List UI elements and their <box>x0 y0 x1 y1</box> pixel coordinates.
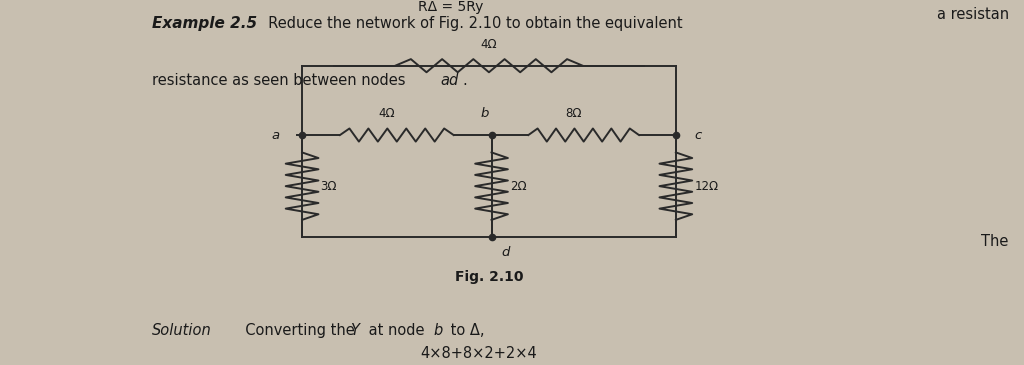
Text: resistance as seen between nodes: resistance as seen between nodes <box>152 73 410 88</box>
Text: b: b <box>480 107 488 120</box>
Text: 4×8+8×2+2×4: 4×8+8×2+2×4 <box>420 346 537 361</box>
Text: Reduce the network of Fig. 2.10 to obtain the equivalent: Reduce the network of Fig. 2.10 to obtai… <box>259 16 683 31</box>
Text: 4Ω: 4Ω <box>378 107 395 120</box>
Text: ad: ad <box>440 73 459 88</box>
Text: b: b <box>433 323 442 338</box>
Text: 3Ω: 3Ω <box>321 180 337 193</box>
Text: .: . <box>463 73 468 88</box>
Text: Example 2.5: Example 2.5 <box>152 16 257 31</box>
Text: Fig. 2.10: Fig. 2.10 <box>455 270 523 284</box>
Text: The: The <box>981 234 1009 249</box>
Text: c: c <box>694 128 701 142</box>
Text: a: a <box>271 128 280 142</box>
Text: 4Ω: 4Ω <box>480 38 498 51</box>
Text: to Δ,: to Δ, <box>446 323 485 338</box>
Text: a resistan: a resistan <box>937 7 1009 22</box>
Text: RΔ = 5Ry: RΔ = 5Ry <box>418 0 483 14</box>
Text: 2Ω: 2Ω <box>510 180 526 193</box>
Text: d: d <box>502 246 510 260</box>
Text: Y: Y <box>350 323 359 338</box>
Text: Solution: Solution <box>152 323 211 338</box>
Text: 12Ω: 12Ω <box>694 180 719 193</box>
Text: Converting the: Converting the <box>236 323 358 338</box>
Text: at node: at node <box>364 323 429 338</box>
Text: 8Ω: 8Ω <box>565 107 582 120</box>
